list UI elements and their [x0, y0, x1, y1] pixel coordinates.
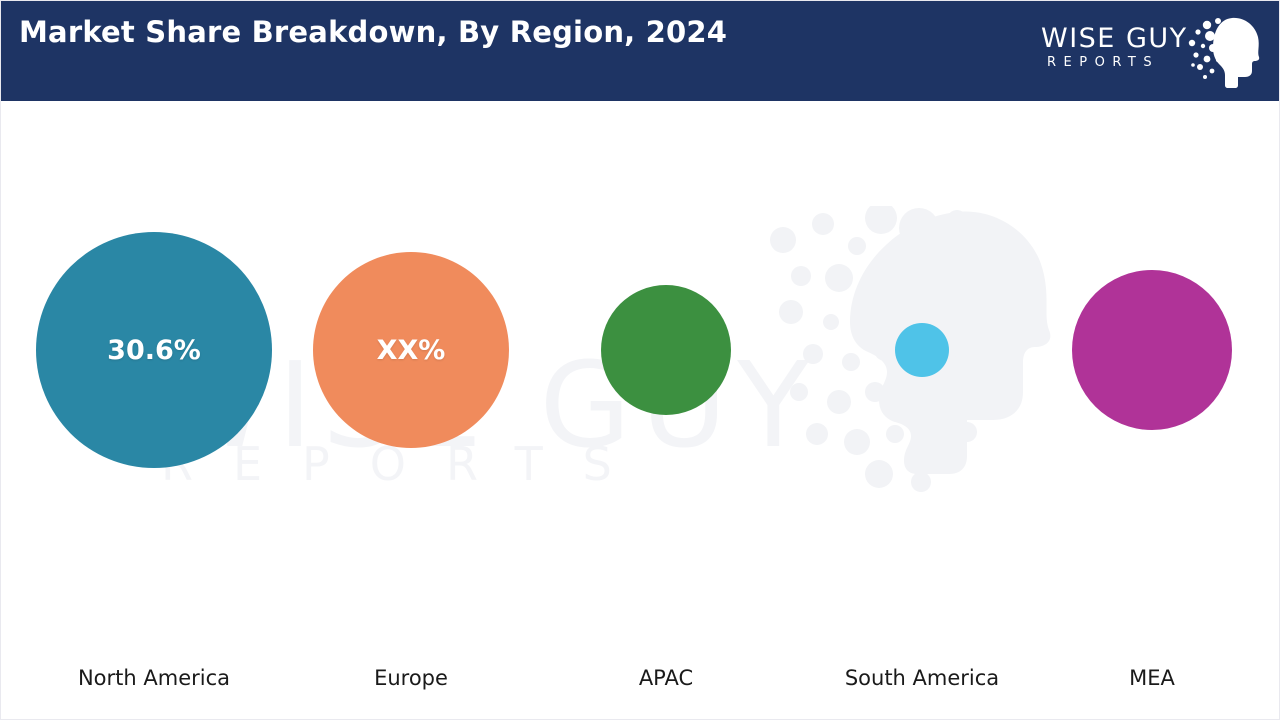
head-profile-dots-icon — [1188, 17, 1260, 89]
logo-wordmark: WISE GUY — [1041, 23, 1188, 54]
page-title: Market Share Breakdown, By Region, 2024 — [19, 15, 728, 49]
bubble-value-label: 30.6% — [107, 334, 201, 366]
bubble-north-america[interactable]: 30.6% — [36, 232, 272, 468]
bubble-mea[interactable] — [1072, 270, 1232, 430]
chart-header-bar: Market Share Breakdown, By Region, 2024 … — [1, 1, 1279, 101]
category-label-mea: MEA — [1129, 666, 1175, 690]
bubble-value-label: XX% — [376, 334, 446, 366]
category-label-apac: APAC — [638, 666, 694, 690]
logo-subwordmark: REPORTS — [1047, 55, 1160, 70]
category-label-north-america: North America — [77, 666, 231, 690]
category-label-europe: Europe — [374, 666, 448, 690]
category-label-south-america: South America — [844, 666, 1000, 690]
head-profile-dots-watermark — [770, 206, 1051, 492]
bubble-apac[interactable] — [601, 285, 731, 415]
wiseguy-reports-logo: WISE GUY REPORTS — [1035, 11, 1265, 91]
chart-plot-area: WISE GUY REPORTS — [1, 101, 1279, 719]
bubble-south-america[interactable] — [895, 323, 949, 377]
bubble-europe[interactable]: XX% — [313, 252, 509, 448]
